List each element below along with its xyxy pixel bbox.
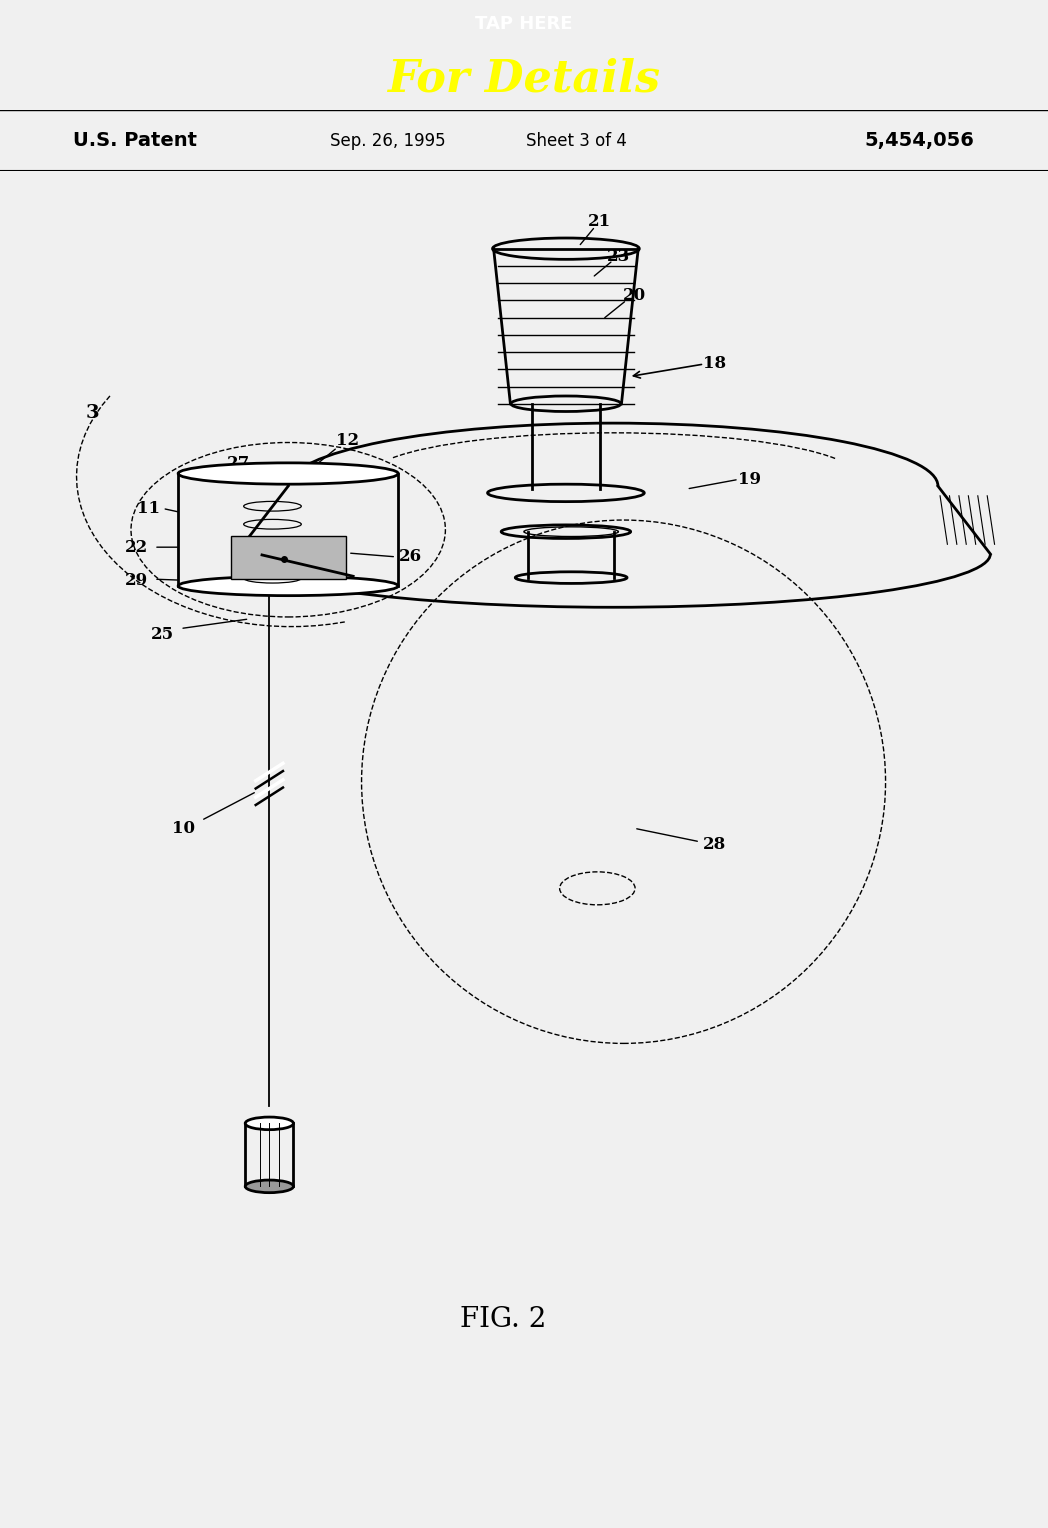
Text: 26: 26 xyxy=(399,549,422,565)
Text: Sheet 3 of 4: Sheet 3 of 4 xyxy=(526,131,627,150)
Text: 25: 25 xyxy=(151,626,174,643)
Text: 19: 19 xyxy=(738,471,761,487)
Ellipse shape xyxy=(178,463,398,484)
Text: Sep. 26, 1995: Sep. 26, 1995 xyxy=(330,131,445,150)
Text: 10: 10 xyxy=(172,819,195,837)
Text: 5,454,056: 5,454,056 xyxy=(865,131,975,150)
Text: U.S. Patent: U.S. Patent xyxy=(73,131,197,150)
Text: 3: 3 xyxy=(85,405,100,422)
Text: 20: 20 xyxy=(623,287,646,304)
Text: 23: 23 xyxy=(607,248,630,264)
Text: 18: 18 xyxy=(703,354,726,371)
Ellipse shape xyxy=(245,1180,293,1193)
Text: TAP HERE: TAP HERE xyxy=(475,15,573,34)
Text: For Details: For Details xyxy=(388,58,660,101)
Text: 12: 12 xyxy=(336,432,359,449)
Ellipse shape xyxy=(245,1117,293,1129)
Text: 29: 29 xyxy=(125,571,148,588)
Text: FIG. 2: FIG. 2 xyxy=(460,1306,546,1332)
Text: 21: 21 xyxy=(588,212,611,231)
Text: 11: 11 xyxy=(137,500,160,516)
Ellipse shape xyxy=(178,576,398,596)
Text: 28: 28 xyxy=(703,836,726,853)
Text: 27: 27 xyxy=(227,455,250,472)
Text: 22: 22 xyxy=(125,539,148,556)
Polygon shape xyxy=(231,535,346,579)
